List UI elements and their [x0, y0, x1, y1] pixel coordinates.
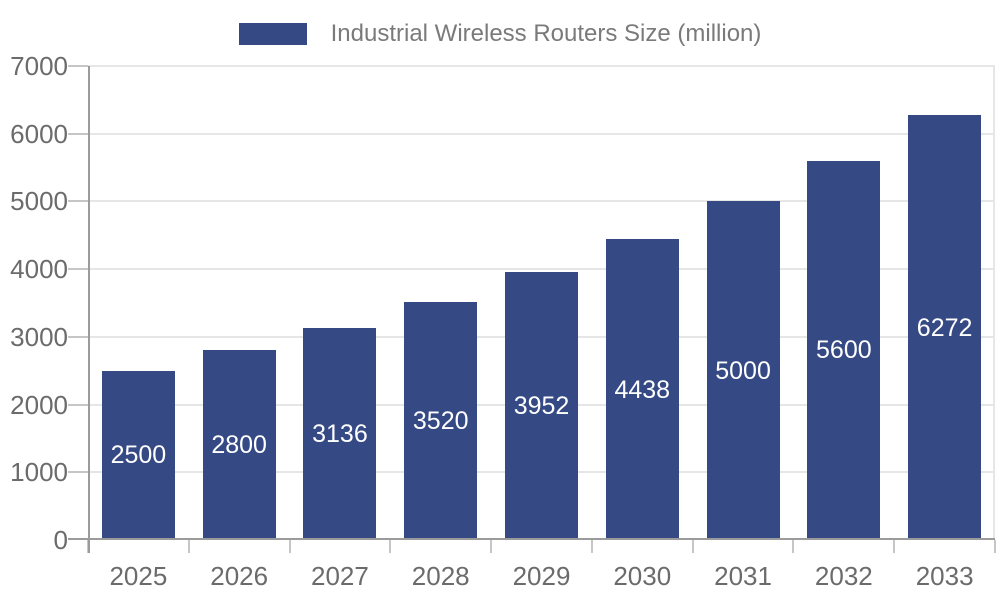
y-axis-line	[88, 66, 90, 553]
y-axis-label: 1000	[10, 457, 68, 488]
bar-2031	[706, 201, 780, 540]
legend-label: Industrial Wireless Routers Size (millio…	[330, 20, 762, 47]
legend-swatch	[238, 23, 307, 45]
bar-value-2026: 2800	[211, 431, 267, 460]
y-tick-5000	[68, 200, 88, 203]
x-tick	[288, 540, 291, 553]
bar-value-2031: 5000	[715, 356, 771, 385]
x-tick	[792, 540, 795, 553]
bar-2025	[101, 370, 175, 540]
y-tick-2000	[68, 403, 88, 406]
x-tick	[490, 540, 493, 553]
y-axis-label: 4000	[10, 254, 68, 285]
bar-2032	[807, 160, 881, 540]
y-axis-label: 0	[53, 525, 68, 555]
y-tick-7000	[68, 65, 88, 67]
y-tick-4000	[68, 268, 88, 271]
bar-value-2028: 3520	[412, 406, 469, 435]
gridline-7000	[88, 65, 995, 67]
y-tick-3000	[68, 335, 88, 338]
gridline-5000	[88, 200, 995, 203]
x-tick	[893, 540, 896, 553]
x-axis-label-2028: 2028	[411, 561, 470, 591]
bar-2029	[505, 272, 578, 540]
x-axis-label-2030: 2030	[613, 561, 672, 591]
y-tick-1000	[68, 471, 88, 474]
bar-2027	[303, 327, 377, 540]
x-tick	[691, 540, 694, 553]
bar-value-2029: 3952	[513, 392, 570, 421]
bar-value-2030: 4438	[614, 375, 671, 404]
y-axis-label: 3000	[10, 321, 68, 352]
bar-value-2033: 6272	[916, 313, 973, 342]
x-axis-line	[68, 538, 995, 540]
y-axis-label: 6000	[10, 118, 68, 149]
x-axis-label-2026: 2026	[210, 561, 269, 591]
gridline-6000	[88, 132, 995, 135]
y-axis-label: 2000	[10, 389, 68, 420]
plot-right-border	[993, 66, 995, 540]
x-axis-label-2033: 2033	[915, 561, 974, 591]
bar-2030	[605, 239, 679, 540]
bar-2026	[202, 350, 276, 540]
x-axis-label-2032: 2032	[814, 561, 873, 591]
bar-value-2027: 3136	[312, 419, 368, 448]
x-tick	[389, 540, 392, 553]
bar-2033	[908, 115, 982, 540]
bar-value-2025: 2500	[110, 441, 167, 470]
y-axis-label: 5000	[10, 186, 68, 217]
x-tick	[994, 540, 996, 553]
bar-value-2032: 5600	[816, 336, 872, 365]
x-axis-label-2025: 2025	[109, 561, 168, 591]
plot-area: 0 1000 2000 3000 4000 5000 6000 7000 2500 2025 280…	[10, 52, 996, 590]
x-tick	[590, 540, 593, 553]
legend[interactable]: Industrial Wireless Routers Size (millio…	[0, 22, 1000, 46]
x-axis-label-2027: 2027	[311, 561, 369, 591]
bar-2028	[404, 301, 478, 540]
y-axis-label: 7000	[10, 51, 68, 81]
x-axis-label-2029: 2029	[512, 561, 571, 591]
x-axis-label-2031: 2031	[714, 561, 772, 591]
gridline-4000	[88, 268, 995, 271]
y-tick-6000	[68, 132, 88, 135]
x-tick	[187, 540, 190, 553]
